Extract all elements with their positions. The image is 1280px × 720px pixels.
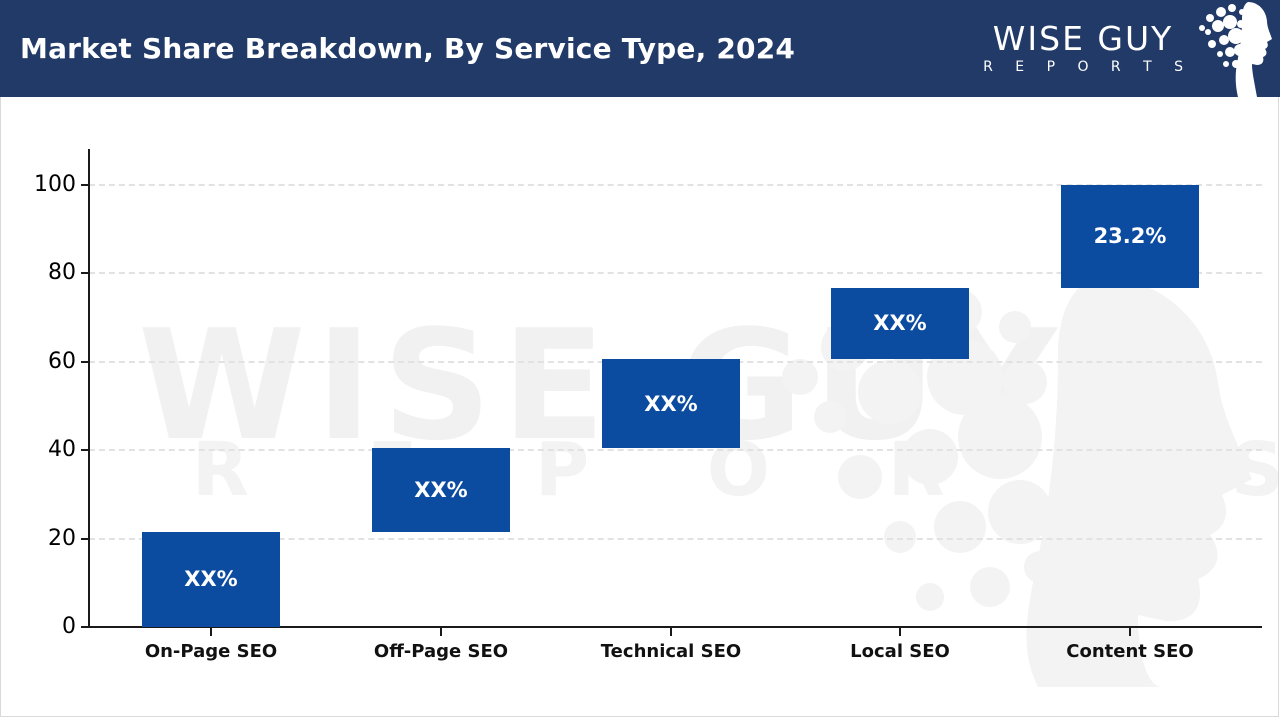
y-tick-0 [81, 626, 89, 628]
x-tick-content-seo [1129, 627, 1131, 636]
x-axis-line [88, 626, 1262, 628]
gridline-80 [89, 272, 1262, 275]
y-tick-40 [81, 449, 89, 452]
x-axis-label-off-page-seo: Off-Page SEO [373, 641, 509, 662]
wise-guy-reports-logo: WISE GUY R E P O R T S [974, 0, 1280, 97]
x-axis-label-on-page-seo: On-Page SEO [144, 641, 278, 662]
x-axis-label-content-seo: Content SEO [1066, 641, 1194, 662]
logo-text: WISE GUY R E P O R T S [974, 22, 1192, 75]
watermark-face-icon [782, 277, 1252, 687]
gridline-40 [89, 449, 1262, 452]
y-tick-label-20: 20 [48, 525, 76, 551]
x-tick-on-page-seo [210, 627, 212, 636]
logo-wordmark: WISE GUY [992, 19, 1174, 59]
x-tick-local-seo [899, 627, 901, 636]
bar-value-label-local-seo: XX% [873, 311, 927, 336]
bar-value-label-on-page-seo: XX% [184, 567, 238, 592]
header-bar: Market Share Breakdown, By Service Type,… [0, 0, 1280, 97]
wiseguy-face-logo-icon [1199, 2, 1272, 97]
bar-value-label-content-seo: 23.2% [1093, 224, 1167, 249]
bar-on-page-seo: XX% [142, 531, 280, 627]
bar-value-label-technical-seo: XX% [644, 391, 698, 416]
gridline-100 [89, 184, 1262, 186]
y-tick-label-0: 0 [62, 614, 76, 639]
y-tick-100 [81, 184, 89, 186]
x-axis-label-local-seo: Local SEO [850, 641, 950, 662]
bar-off-page-seo: XX% [372, 447, 510, 532]
x-tick-off-page-seo [440, 627, 442, 636]
y-tick-label-60: 60 [48, 348, 76, 374]
y-tick-80 [81, 272, 89, 275]
y-axis-line [88, 149, 90, 627]
y-tick-20 [81, 537, 89, 540]
bar-value-label-off-page-seo: XX% [414, 477, 468, 502]
x-tick-technical-seo [670, 627, 672, 636]
gridline-20 [89, 537, 1262, 540]
bar-local-seo: XX% [831, 287, 969, 360]
page-title: Market Share Breakdown, By Service Type,… [20, 32, 796, 65]
y-tick-label-100: 100 [34, 172, 76, 197]
chart-area: WISE GUY R E P O R T S 020406080100XX%On… [0, 97, 1280, 717]
y-tick-label-80: 80 [48, 260, 76, 286]
x-axis-label-technical-seo: Technical SEO [600, 641, 742, 662]
y-tick-label-40: 40 [48, 437, 76, 463]
y-tick-60 [81, 360, 89, 363]
logo-subtitle: R E P O R T S [983, 58, 1192, 75]
bar-content-seo: 23.2% [1061, 185, 1199, 288]
bar-technical-seo: XX% [602, 359, 740, 448]
waterfall-plot: 0 20 40 60 80 100 XX% On-Page SEO XX% Off-Page SE… [0, 97, 1280, 717]
